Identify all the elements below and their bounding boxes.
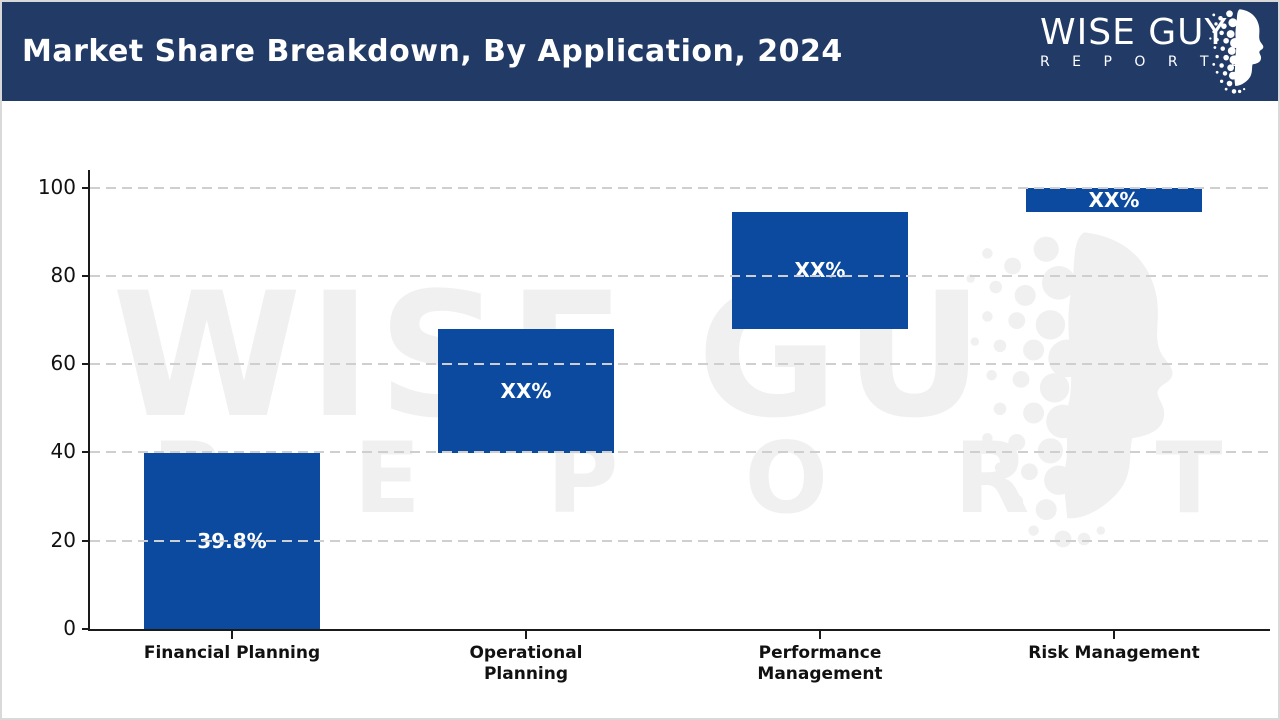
category-label-3: Performance Management xyxy=(680,643,960,685)
category-label-line: Planning xyxy=(483,664,569,684)
chart-bar-4: XX% xyxy=(1026,187,1202,212)
header-bar: Market Share Breakdown, By Application, … xyxy=(2,2,1278,101)
bar-value-label: XX% xyxy=(794,258,846,283)
watermark-dotted-face-logo xyxy=(966,232,1173,548)
category-label-line: Financial Planning xyxy=(143,643,321,663)
gridline-y80 xyxy=(90,274,1270,277)
ytick-mark-100 xyxy=(82,186,90,189)
brand-logo: WISE GUY R E P O R T S xyxy=(1040,12,1249,70)
chart-bar-3: XX% xyxy=(732,211,908,329)
ytick-mark-40 xyxy=(82,451,90,454)
category-label-line: Performance xyxy=(758,643,882,663)
ytick-mark-20 xyxy=(82,539,90,542)
ytick-label-80: 80 xyxy=(50,262,76,287)
xtick-mark-1 xyxy=(231,631,233,639)
xtick-mark-4 xyxy=(1113,631,1115,639)
ytick-mark-60 xyxy=(82,363,90,366)
ytick-label-100: 100 xyxy=(37,174,76,199)
bar-value-label: XX% xyxy=(500,379,552,404)
ytick-label-20: 20 xyxy=(50,527,76,552)
ytick-label-60: 60 xyxy=(50,351,76,376)
page-title: Market Share Breakdown, By Application, … xyxy=(22,34,843,69)
ytick-mark-80 xyxy=(82,274,90,277)
xtick-mark-3 xyxy=(819,631,821,639)
ytick-label-40: 40 xyxy=(50,439,76,464)
bar-value-label: XX% xyxy=(1088,187,1140,212)
ytick-mark-0 xyxy=(82,628,90,630)
gridline-y40 xyxy=(90,451,1270,454)
chart-bar-2: XX% xyxy=(438,328,614,454)
xtick-mark-2 xyxy=(525,631,527,639)
brand-dotted-face-icon xyxy=(1208,9,1264,94)
brand-logo-subtext: R E P O R T S xyxy=(1040,54,1249,70)
brand-logo-wordmark: WISE GUY xyxy=(1040,12,1228,53)
category-label-2: Operational Planning xyxy=(386,643,666,685)
ytick-label-0: 0 xyxy=(63,616,76,640)
gridline-y100 xyxy=(90,186,1270,189)
category-label-4: Risk Management xyxy=(974,643,1254,664)
category-label-line: Operational xyxy=(469,643,583,663)
y-axis xyxy=(88,170,90,631)
category-label-line: Management xyxy=(757,664,883,684)
category-label-1: Financial Planning xyxy=(92,643,372,664)
category-label-line: Risk Management xyxy=(1028,643,1200,663)
gridline-y20 xyxy=(90,539,1270,542)
x-axis xyxy=(88,629,1270,631)
gridline-y60 xyxy=(90,363,1270,366)
